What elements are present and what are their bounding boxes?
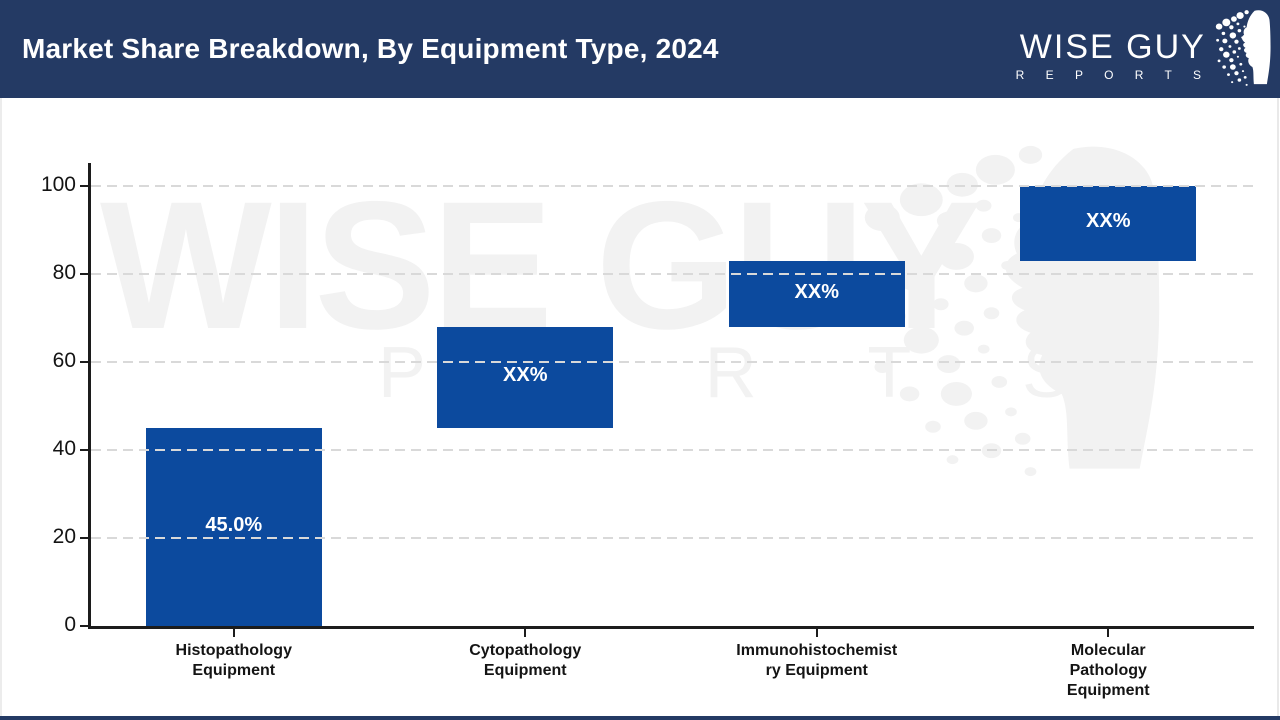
y-tick-mark-40 — [80, 449, 89, 451]
y-tick-mark-80 — [80, 273, 89, 275]
x-tick-mark — [1107, 629, 1110, 637]
y-tick-label: 40 — [52, 437, 76, 460]
x-tick-mark — [524, 629, 527, 637]
wiseguy-logo-text: WISE GUY R E P O R T S — [1016, 29, 1210, 82]
bar-value-label: XX% — [503, 364, 548, 387]
bar-value-label: XX% — [1086, 210, 1131, 233]
y-tick-label: 80 — [52, 261, 76, 284]
left-edge-divider — [0, 98, 2, 716]
bar-value-label: 45.0% — [205, 514, 263, 536]
gridline-60 — [91, 361, 1254, 363]
bar-segment — [728, 260, 905, 327]
right-edge-divider — [1277, 98, 1279, 716]
x-tick-mark — [815, 629, 818, 637]
logo-brand-name: WISE GUY — [1019, 27, 1206, 66]
logo-brand-sub: R E P O R T S — [1015, 67, 1210, 82]
x-category-label: Cytopathology Equipment — [469, 642, 582, 679]
bar-segment — [145, 428, 322, 626]
gridline-80 — [91, 273, 1254, 275]
bar-segment — [437, 326, 614, 428]
x-category-label: Immunohistochemist ry Equipment — [736, 642, 898, 679]
x-axis-spine — [88, 626, 1254, 629]
gridline-20 — [91, 537, 1254, 539]
page-title: Market Share Breakdown, By Equipment Typ… — [22, 33, 719, 64]
gridline-40 — [91, 449, 1254, 451]
bar-segment — [1020, 186, 1197, 261]
header-bar: Market Share Breakdown, By Equipment Typ… — [0, 0, 1280, 98]
y-tick-mark-20 — [80, 537, 89, 539]
y-tick-mark-60 — [80, 361, 89, 363]
y-tick-mark-100 — [80, 185, 89, 187]
wiseguy-logo: WISE GUY R E P O R T S — [1016, 6, 1272, 90]
y-tick-label: 100 — [40, 173, 76, 196]
x-category-label: Histopathology Equipment — [175, 642, 292, 679]
x-category-label: Molecular Pathology Equipment — [1066, 642, 1150, 699]
y-axis-spine — [88, 163, 91, 629]
y-tick-label: 60 — [52, 349, 76, 372]
footer-bar — [0, 716, 1280, 720]
bar-value-label: XX% — [794, 280, 839, 303]
y-tick-mark-0 — [80, 625, 89, 627]
y-tick-label: 20 — [52, 525, 76, 548]
gridline-100 — [91, 185, 1254, 187]
wiseguy-face-icon — [1215, 10, 1271, 86]
x-tick-mark — [232, 629, 235, 637]
y-tick-label: 0 — [64, 613, 76, 636]
